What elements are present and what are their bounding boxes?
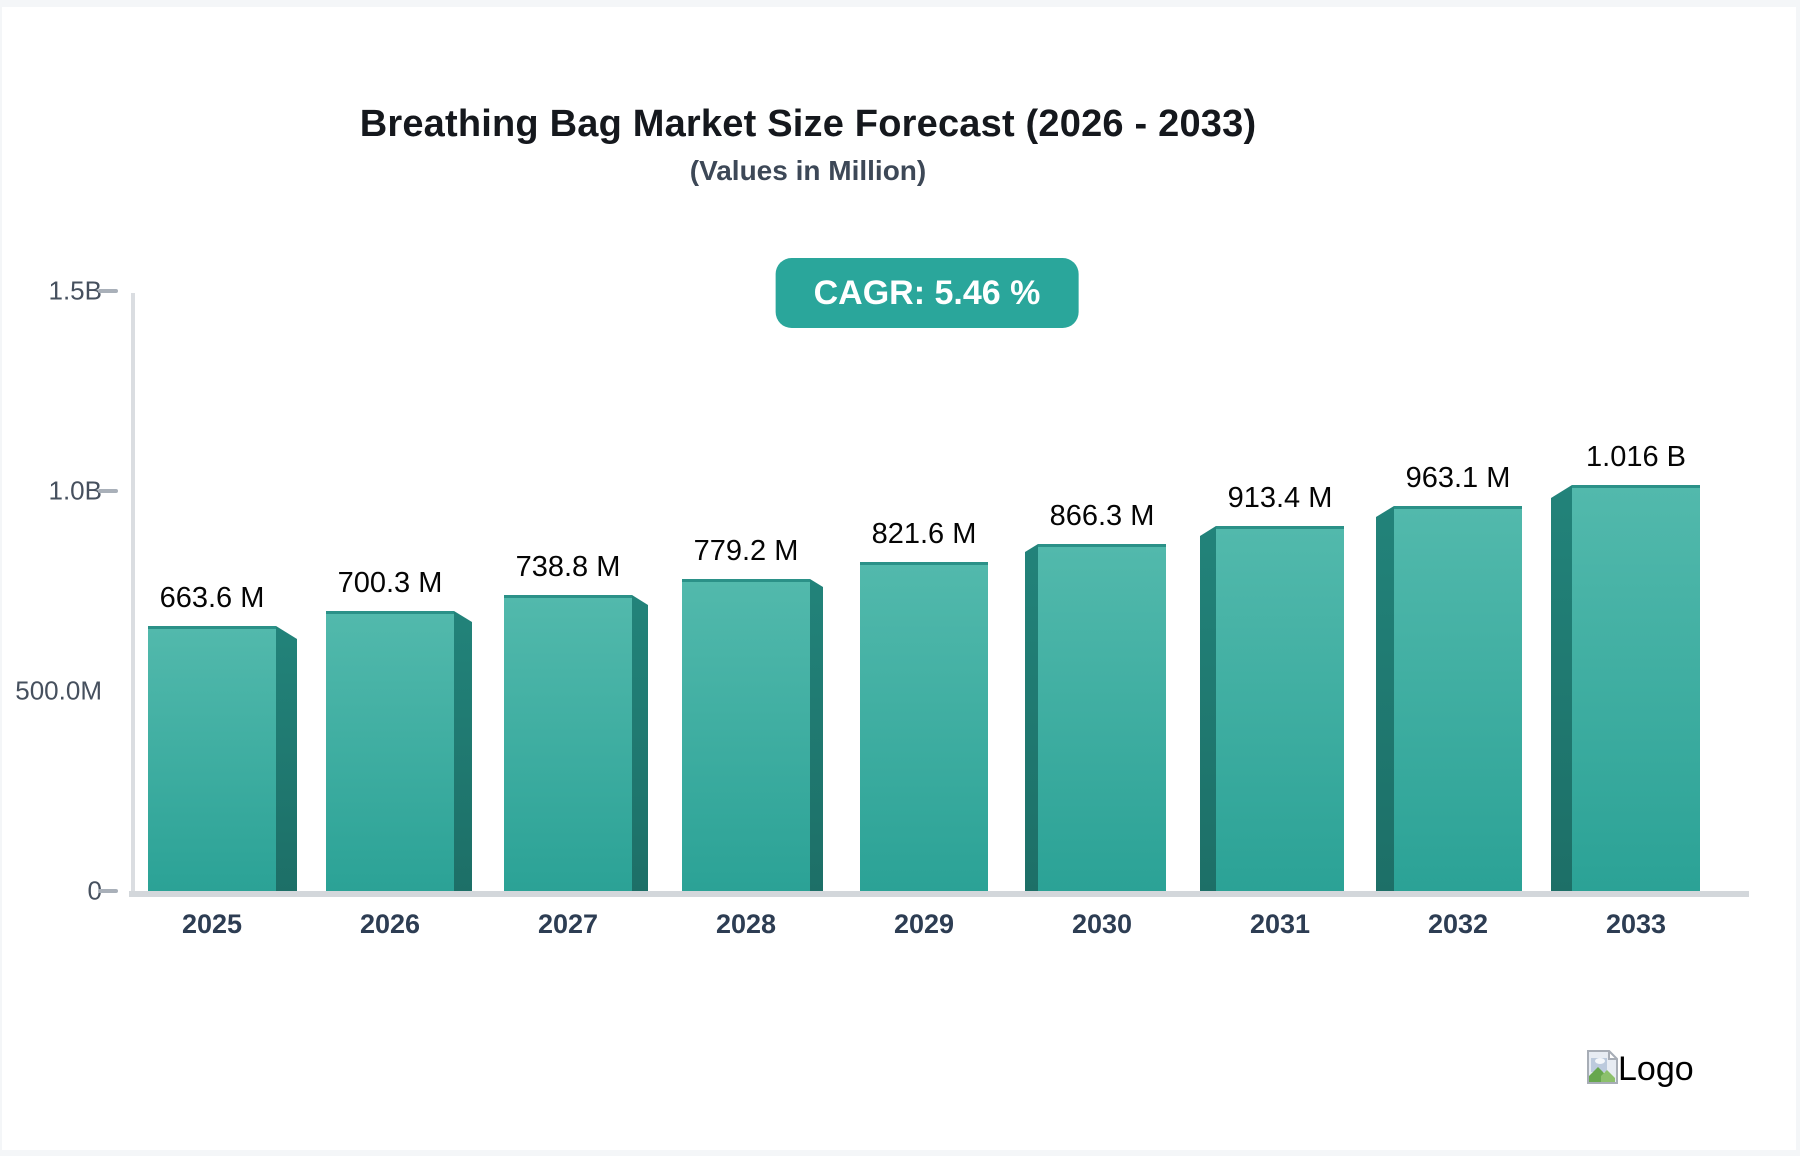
cagr-badge: CAGR: 5.46 % (775, 258, 1079, 328)
x-axis-label-2028: 2028 (715, 909, 777, 939)
y-axis-line (131, 293, 135, 895)
logo-alt-text: Logo (1618, 1050, 1694, 1088)
x-axis-label-2032: 2032 (1427, 909, 1489, 939)
bar-side-2026 (454, 611, 472, 891)
bar-value-label-2029: 821.6 M (871, 518, 977, 550)
bar-2027 (504, 595, 632, 891)
bar-value-label-2033: 1.016 B (1586, 441, 1686, 473)
bar-value-label-2032: 963.1 M (1405, 462, 1511, 494)
bar-side-2031 (1200, 526, 1216, 891)
bar-value-label-2026: 700.3 M (337, 567, 443, 599)
bar-value-label-2027: 738.8 M (515, 551, 621, 583)
bar-2032 (1394, 506, 1522, 891)
y-axis-tick-dash (98, 489, 118, 493)
y-axis-tick-label: 1.5B (48, 275, 103, 306)
x-axis-label-2027: 2027 (537, 909, 599, 939)
bar-value-label-2031: 913.4 M (1227, 482, 1333, 514)
bar-2028 (682, 579, 810, 891)
bar-side-2028 (810, 579, 823, 891)
y-axis-tick-dash (98, 289, 118, 293)
y-axis-tick-dash (98, 889, 118, 893)
x-axis-label-2031: 2031 (1249, 909, 1311, 939)
chart-card: Breathing Bag Market Size Forecast (2026… (2, 7, 1796, 1150)
x-axis-label-2025: 2025 (181, 909, 243, 939)
bar-side-2030 (1025, 544, 1038, 891)
x-axis-label-2029: 2029 (893, 909, 955, 939)
bar-value-label-2028: 779.2 M (693, 535, 799, 567)
y-axis-tick-label: 0 (87, 875, 102, 906)
x-axis-label-2030: 2030 (1071, 909, 1133, 939)
page-title: Breathing Bag Market Size Forecast (2026… (359, 103, 1257, 145)
x-axis-line (129, 891, 1749, 897)
bar-2029 (860, 562, 988, 891)
bar-2025 (148, 626, 276, 891)
bar-side-2033 (1551, 485, 1572, 891)
bar-2033 (1572, 485, 1700, 891)
bar-2031 (1216, 526, 1344, 891)
x-axis-label-2026: 2026 (359, 909, 421, 939)
bar-value-label-2030: 866.3 M (1049, 500, 1155, 532)
bar-2026 (326, 611, 454, 891)
broken-image-icon (1587, 1048, 1620, 1089)
bar-side-2025 (276, 626, 297, 891)
bar-side-2027 (632, 595, 648, 891)
bar-side-2032 (1376, 506, 1394, 891)
page-subtitle: (Values in Million) (689, 155, 927, 186)
x-axis-label-2033: 2033 (1605, 909, 1667, 939)
bar-value-label-2025: 663.6 M (159, 582, 265, 614)
y-axis-tick-label: 1.0B (48, 475, 103, 506)
bar-2030 (1038, 544, 1166, 891)
y-axis-tick-label: 500.0M (15, 675, 102, 706)
logo: Logo (1587, 1047, 1694, 1091)
